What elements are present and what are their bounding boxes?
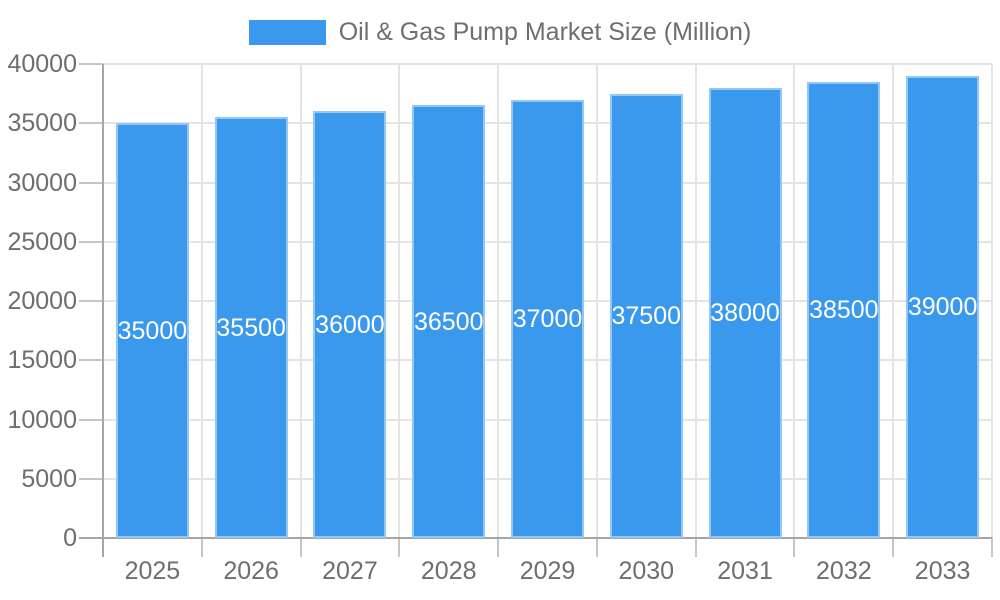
x-tick-label: 2032	[816, 557, 872, 585]
x-tick-label: 2025	[124, 557, 181, 585]
x-tick	[497, 538, 500, 557]
y-tick-label: 25000	[7, 227, 77, 256]
chart-legend[interactable]: Oil & Gas Pump Market Size (Million)	[0, 18, 1000, 47]
v-gridline	[299, 64, 302, 538]
bar[interactable]	[511, 99, 584, 538]
bar[interactable]	[807, 81, 881, 538]
bar[interactable]	[906, 75, 980, 538]
x-tick-label: 2030	[618, 557, 675, 585]
x-tick-label: 2027	[322, 557, 378, 585]
bar-value-label: 35000	[117, 316, 188, 345]
y-tick	[79, 477, 103, 480]
y-tick	[79, 300, 103, 302]
v-gridline	[595, 64, 598, 538]
y-tick-label: 10000	[7, 405, 77, 434]
y-axis-line	[102, 64, 104, 557]
x-tick	[299, 538, 302, 557]
bar-value-label: 37500	[611, 301, 682, 330]
x-tick	[398, 538, 401, 557]
y-tick	[79, 181, 103, 184]
bar-value-label: 38500	[809, 295, 879, 324]
y-tick	[79, 63, 103, 65]
x-tick	[991, 538, 993, 557]
bar[interactable]	[214, 117, 288, 538]
y-tick	[79, 359, 103, 362]
v-gridline	[398, 64, 401, 538]
bar[interactable]	[313, 111, 387, 538]
x-tick-label: 2026	[223, 557, 279, 585]
bar-value-label: 36000	[315, 310, 385, 339]
x-tick-label: 2033	[914, 557, 971, 585]
bar-value-label: 39000	[907, 292, 978, 321]
bar[interactable]	[609, 93, 683, 538]
x-tick	[793, 538, 796, 557]
v-gridline	[892, 64, 895, 538]
bar-value-label: 37000	[512, 304, 583, 333]
bar-value-label: 35500	[216, 313, 286, 342]
v-gridline	[497, 64, 500, 538]
y-tick-label: 30000	[7, 168, 77, 197]
h-gridline	[103, 63, 992, 65]
v-gridline	[991, 64, 993, 538]
y-tick	[79, 122, 103, 125]
x-axis-line	[79, 537, 992, 539]
x-tick	[892, 538, 895, 557]
v-gridline	[793, 64, 796, 538]
y-tick-label: 15000	[7, 346, 77, 375]
bar-value-label: 36500	[413, 307, 484, 336]
y-tick-label: 20000	[7, 287, 77, 315]
y-tick-label: 0	[63, 524, 77, 552]
bar[interactable]	[115, 123, 189, 538]
legend-swatch	[248, 20, 326, 45]
x-tick-label: 2031	[717, 557, 773, 585]
bar-value-label: 38000	[710, 298, 780, 327]
y-tick	[79, 418, 103, 421]
x-tick-label: 2028	[420, 557, 477, 585]
y-tick	[79, 240, 103, 243]
y-tick-label: 40000	[7, 50, 77, 78]
legend-label: Oil & Gas Pump Market Size (Million)	[338, 18, 752, 46]
y-tick-label: 35000	[7, 109, 77, 138]
x-tick-label: 2029	[519, 557, 576, 585]
x-tick	[595, 538, 598, 557]
v-gridline	[694, 64, 697, 538]
v-gridline	[200, 64, 203, 538]
y-tick-label: 5000	[21, 464, 77, 493]
x-tick	[694, 538, 697, 557]
bar[interactable]	[708, 87, 782, 538]
bar[interactable]	[412, 105, 486, 538]
x-tick	[200, 538, 203, 557]
